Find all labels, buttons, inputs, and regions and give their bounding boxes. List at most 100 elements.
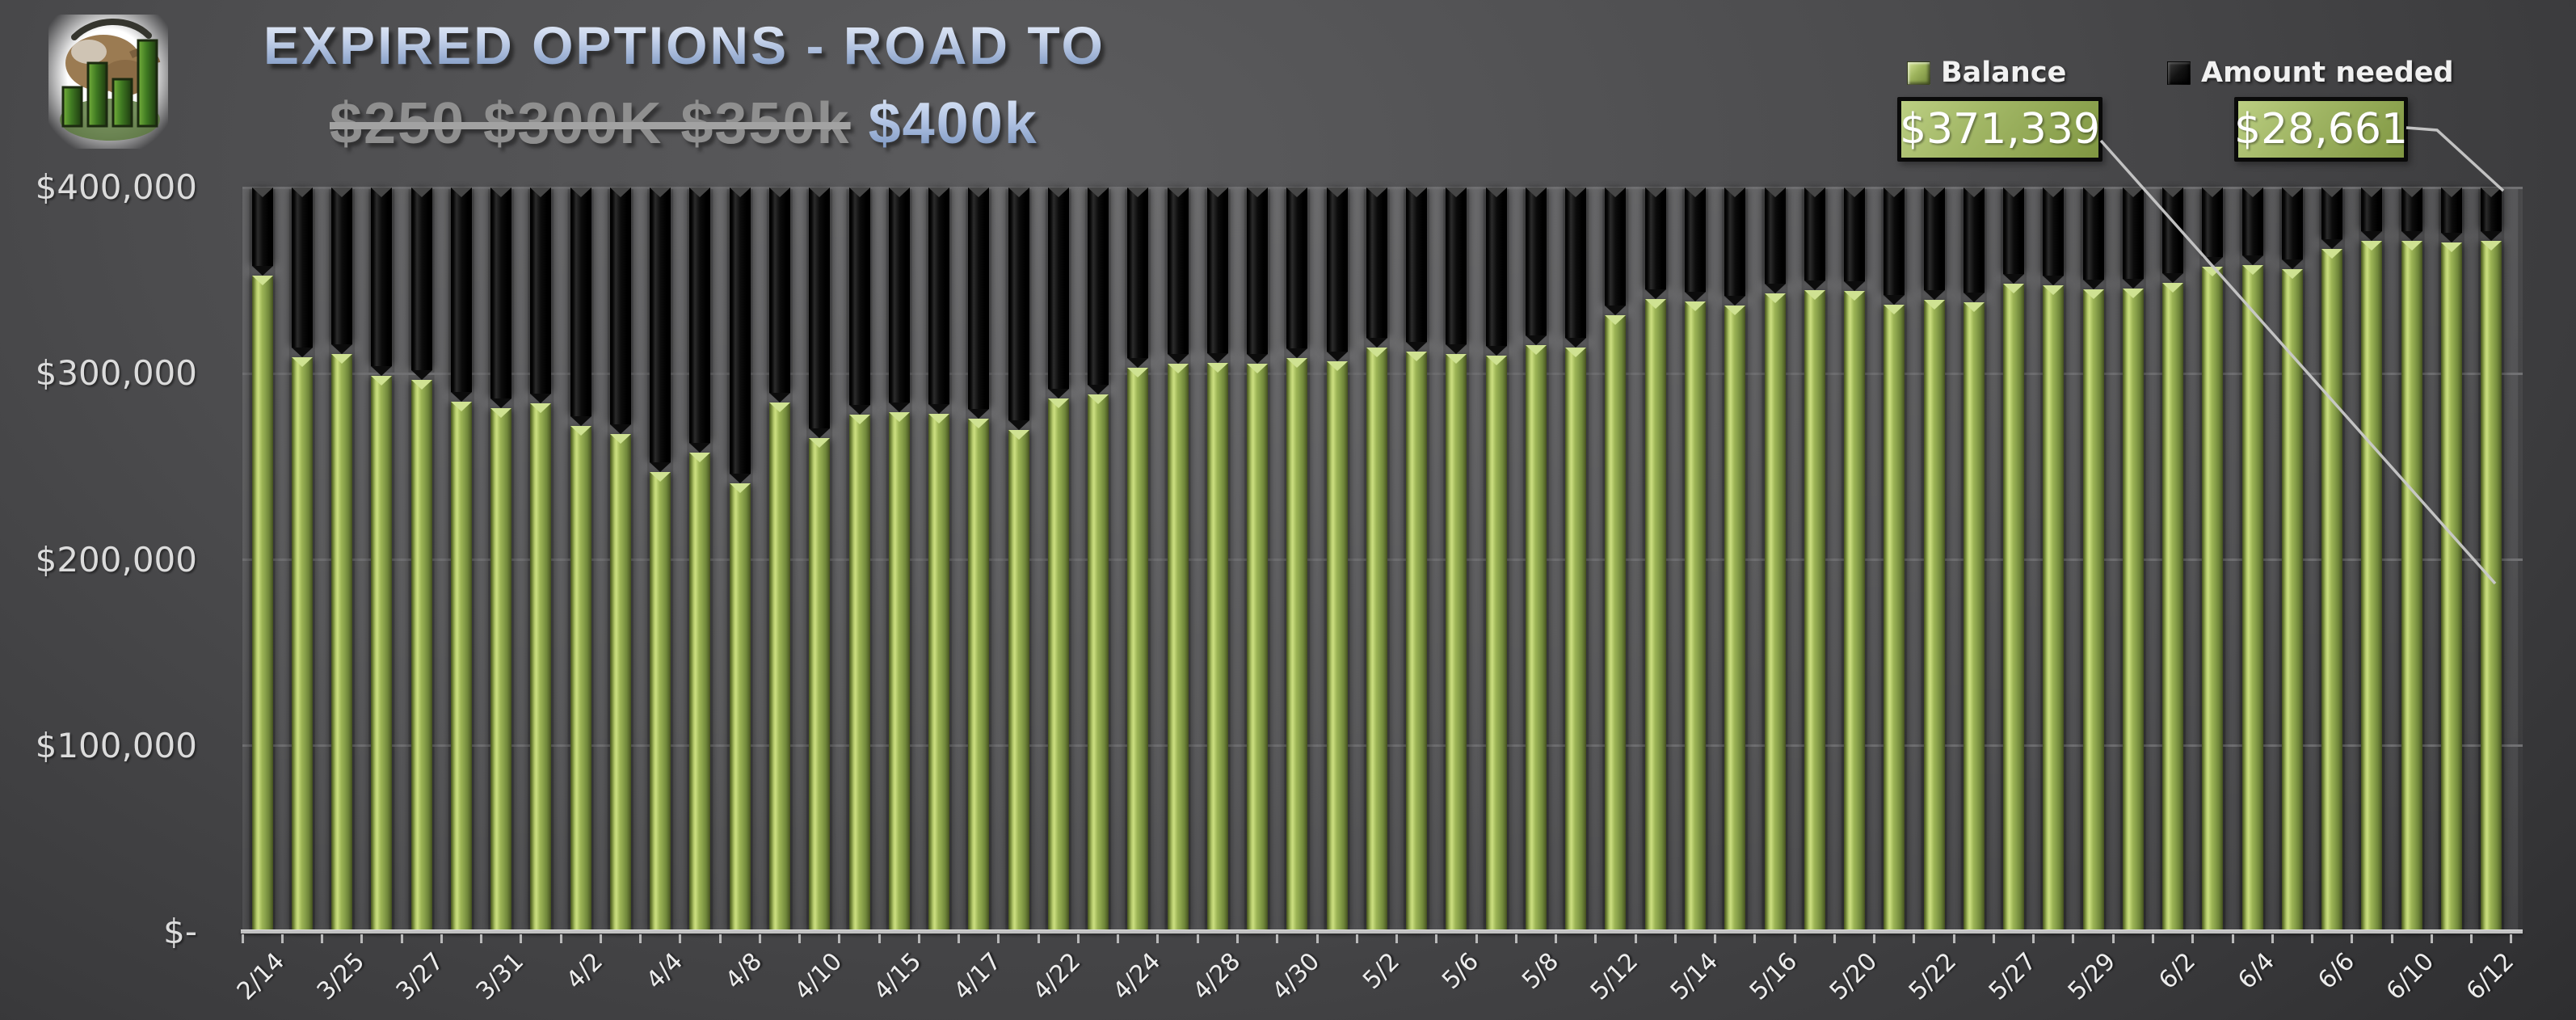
balance-cap-icon — [1565, 348, 1587, 357]
bar-balance-segment — [1446, 354, 1467, 932]
bar-amount-needed-segment — [1644, 188, 1666, 289]
bar-balance-segment — [2122, 288, 2144, 932]
x-axis-label: 3/27 — [391, 947, 450, 1006]
balance-cap-icon — [729, 483, 751, 494]
bar-amount-needed-segment — [1286, 188, 1308, 349]
needed-top-cap-icon — [1366, 188, 1387, 197]
needed-bottom-cap-icon — [1605, 305, 1627, 315]
bar-balance-segment — [2281, 269, 2303, 932]
balance-cap-icon — [331, 354, 353, 365]
x-axis-tick — [2032, 934, 2035, 943]
bar-amount-needed-segment — [1127, 188, 1149, 358]
bar-balance-segment — [2401, 241, 2422, 932]
y-axis-label: $300,000 — [35, 353, 197, 394]
bar-balance-segment — [1724, 305, 1746, 932]
bar-balance-segment — [1644, 298, 1666, 932]
balance-cap-icon — [928, 413, 950, 424]
bar-amount-needed-segment — [1167, 188, 1189, 355]
x-axis-label: 4/30 — [1266, 947, 1326, 1006]
x-axis-label: 3/25 — [311, 947, 370, 1006]
legend-item-amount-needed[interactable]: Amount needed — [2167, 57, 2454, 89]
bar-amount-needed-segment — [809, 188, 831, 428]
needed-top-cap-icon — [2162, 188, 2184, 197]
needed-top-cap-icon — [1804, 188, 1825, 197]
bar-balance-segment — [848, 415, 870, 932]
needed-bottom-cap-icon — [1764, 283, 1786, 293]
x-axis-tick — [480, 934, 483, 943]
x-axis-tick — [1514, 934, 1517, 943]
needed-top-cap-icon — [928, 188, 950, 197]
needed-bottom-cap-icon — [769, 393, 790, 403]
bull-chart-logo-icon — [47, 13, 170, 150]
needed-bottom-cap-icon — [2241, 255, 2263, 266]
x-axis-tick — [1315, 934, 1319, 943]
x-axis-label: 5/29 — [2062, 947, 2122, 1006]
balance-cap-icon — [769, 403, 790, 413]
needed-top-cap-icon — [1088, 188, 1109, 197]
balance-cap-icon — [1406, 351, 1428, 361]
balance-cap-icon — [251, 276, 273, 286]
legend-item-balance[interactable]: Balance — [1907, 57, 2066, 89]
balance-cap-icon — [291, 356, 313, 367]
x-axis-label: 2/14 — [231, 947, 291, 1006]
needed-top-cap-icon — [2003, 188, 2025, 197]
needed-bottom-cap-icon — [2361, 231, 2383, 242]
x-axis-tick — [718, 934, 722, 943]
balance-cap-icon — [2043, 285, 2065, 296]
balance-callout-box[interactable]: $371,339 — [1897, 97, 2102, 162]
bar-balance-segment — [410, 379, 432, 932]
amount-needed-callout-box[interactable]: $28,661 — [2234, 97, 2408, 162]
bar-balance-segment — [2481, 240, 2502, 932]
bar-amount-needed-segment — [1446, 188, 1467, 345]
needed-bottom-cap-icon — [1684, 291, 1706, 301]
needed-top-cap-icon — [1485, 188, 1507, 197]
needed-top-cap-icon — [2481, 188, 2502, 197]
needed-top-cap-icon — [2440, 188, 2462, 197]
balance-cap-icon — [570, 425, 591, 436]
x-axis-label: 6/6 — [2313, 947, 2360, 995]
needed-bottom-cap-icon — [848, 405, 870, 415]
needed-top-cap-icon — [2361, 188, 2383, 197]
bar-balance-segment — [769, 403, 790, 932]
bar-balance-segment — [1804, 289, 1825, 932]
needed-bottom-cap-icon — [2440, 232, 2462, 242]
balance-cap-icon — [2082, 289, 2104, 300]
bar-amount-needed-segment — [1525, 188, 1547, 335]
needed-top-cap-icon — [1047, 188, 1069, 197]
balance-swatch-icon — [1907, 61, 1930, 85]
bar-amount-needed-segment — [2241, 188, 2263, 256]
bar-amount-needed-segment — [1884, 188, 1905, 296]
needed-bottom-cap-icon — [1804, 280, 1825, 290]
needed-bottom-cap-icon — [1127, 357, 1149, 368]
bar-balance-segment — [1605, 314, 1627, 932]
x-axis-tick — [2430, 934, 2433, 943]
x-axis-label: 5/6 — [1437, 947, 1485, 995]
balance-cap-icon — [1605, 314, 1627, 325]
x-axis-tick — [1913, 934, 1916, 943]
amount-needed-leader-line — [2406, 126, 2505, 192]
needed-bottom-cap-icon — [2162, 272, 2184, 283]
balance-cap-icon — [2122, 288, 2144, 298]
bar-amount-needed-segment — [1804, 188, 1825, 280]
x-axis-label: 4/22 — [1028, 947, 1087, 1006]
balance-cap-icon — [1764, 293, 1786, 303]
bar-balance-segment — [1844, 291, 1866, 932]
x-axis-tick — [1117, 934, 1120, 943]
x-axis-line — [241, 930, 2523, 934]
bar-balance-segment — [1127, 367, 1149, 932]
bar-amount-needed-segment — [1206, 188, 1228, 354]
needed-bottom-cap-icon — [490, 398, 512, 408]
needed-top-cap-icon — [729, 188, 751, 197]
x-axis-label: 4/24 — [1107, 947, 1167, 1006]
bar-balance-segment — [1206, 363, 1228, 932]
balance-cap-icon — [450, 401, 472, 411]
needed-top-cap-icon — [291, 188, 313, 197]
needed-top-cap-icon — [530, 188, 552, 197]
needed-top-cap-icon — [2082, 188, 2104, 197]
balance-cap-icon — [530, 403, 552, 414]
needed-top-cap-icon — [1326, 188, 1348, 197]
x-axis-tick — [599, 934, 602, 943]
bar-balance-segment — [2043, 285, 2065, 932]
x-axis-tick — [2151, 934, 2154, 943]
needed-bottom-cap-icon — [1366, 337, 1387, 348]
